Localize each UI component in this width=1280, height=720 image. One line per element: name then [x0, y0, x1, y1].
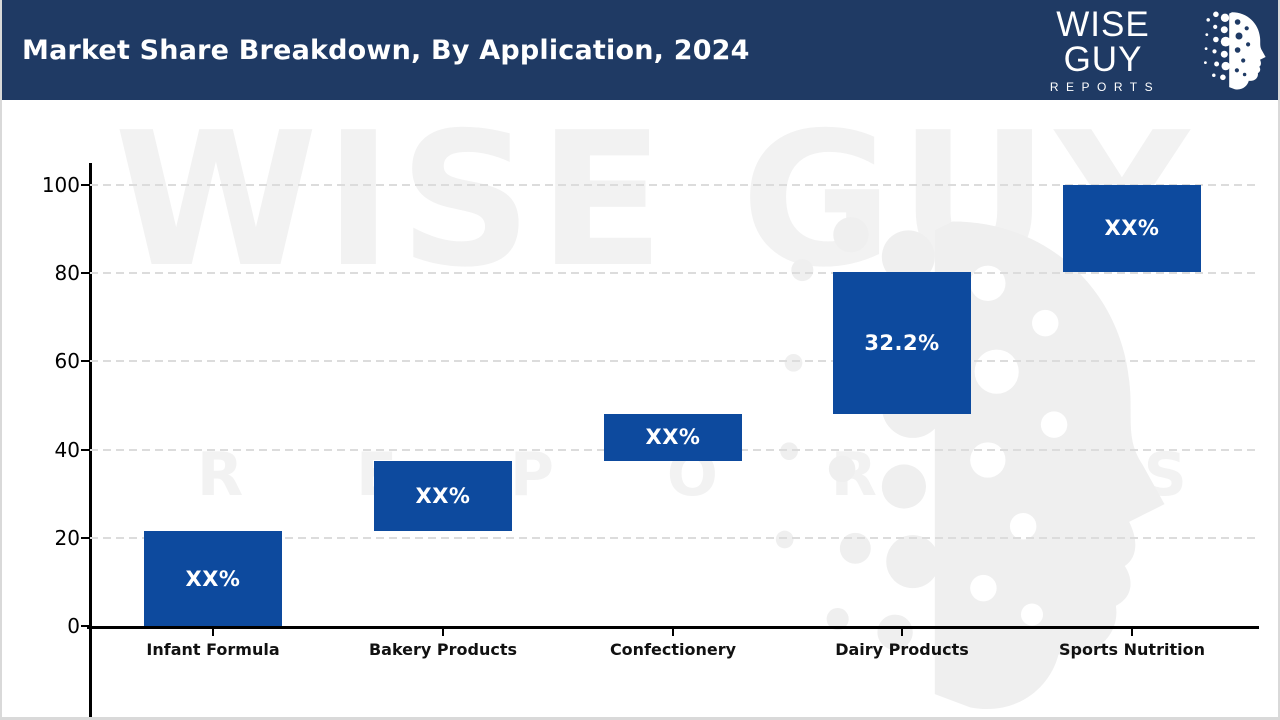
- bar-value-label: XX%: [185, 566, 241, 591]
- y-tick-label: 60: [54, 349, 80, 374]
- y-axis-spine: [89, 163, 92, 717]
- category-label-2: Bakery Products: [368, 640, 518, 659]
- x-tick-mark: [672, 629, 674, 636]
- bar-infant-formula[interactable]: XX%: [144, 531, 282, 626]
- x-tick-mark: [212, 629, 214, 636]
- y-tick-label: 0: [67, 614, 80, 638]
- gridline-20: [90, 536, 1256, 539]
- header-bar: Market Share Breakdown, By Application, …: [2, 0, 1278, 100]
- bar-value-label: XX%: [415, 484, 471, 509]
- bar-value-label: XX%: [645, 425, 701, 450]
- brand-logo: WISE GUY REPORTS: [1012, 6, 1268, 94]
- y-tick-label: 40: [54, 437, 80, 462]
- bar-dairy-products[interactable]: 32.2%: [833, 271, 971, 414]
- gridline-60: [90, 360, 1256, 363]
- brand-wordmark-line2: REPORTS: [1049, 79, 1161, 94]
- bar-bakery-products[interactable]: XX%: [374, 461, 512, 532]
- y-tick-mark: [81, 448, 89, 451]
- x-tick-mark: [442, 629, 444, 636]
- y-tick-mark: [81, 625, 89, 627]
- y-tick-mark: [81, 184, 89, 186]
- page-title: Market Share Breakdown, By Application, …: [22, 34, 750, 66]
- chart-area: WISE GUY R E P O R T S 0 20 40 60 80 100 XX% In…: [2, 100, 1278, 717]
- brand-wordmark: WISE GUY REPORTS: [1012, 7, 1194, 94]
- category-label-1: Infant Formula: [146, 640, 280, 659]
- bar-value-label: 32.2%: [864, 330, 940, 355]
- gridline-100: [90, 184, 1256, 186]
- bar-sports-nutrition[interactable]: XX%: [1063, 185, 1201, 272]
- y-tick-mark: [81, 272, 89, 275]
- x-axis-spine: [87, 626, 1259, 629]
- y-tick-label: 80: [54, 261, 80, 286]
- y-tick-mark: [81, 360, 89, 363]
- category-label-5: Sports Nutrition: [1059, 640, 1205, 659]
- x-tick-mark: [1131, 629, 1133, 636]
- face-profile-dots-icon: [1204, 11, 1266, 90]
- bar-value-label: XX%: [1104, 216, 1160, 241]
- y-tick-mark: [81, 536, 89, 539]
- gridline-80: [90, 272, 1256, 275]
- category-label-3: Confectionery: [609, 640, 737, 659]
- y-tick-label: 100: [41, 173, 80, 197]
- bar-confectionery[interactable]: XX%: [604, 413, 742, 462]
- x-tick-mark: [901, 629, 903, 636]
- y-tick-label: 20: [54, 525, 80, 550]
- brand-wordmark-line1: WISE GUY: [1056, 4, 1150, 79]
- category-label-4: Dairy Products: [835, 640, 969, 659]
